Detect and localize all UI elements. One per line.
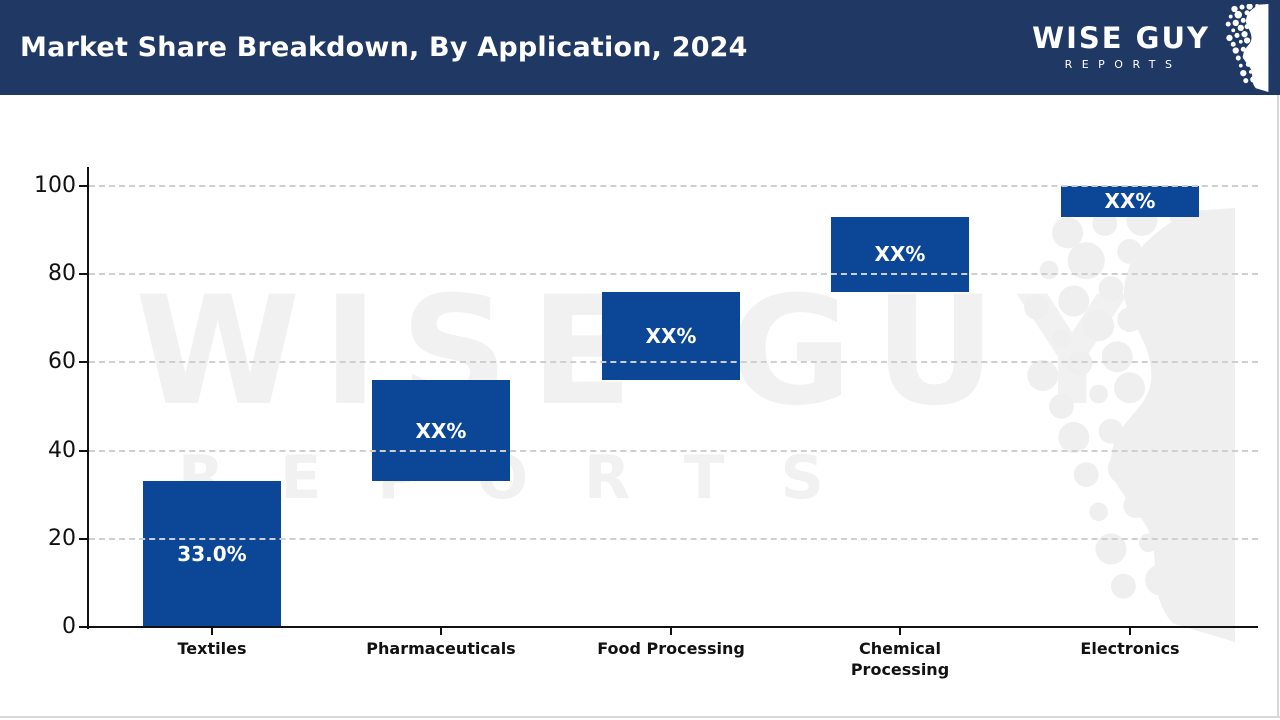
bar-chemical-processing: XX%	[831, 216, 969, 292]
bottom-border-line	[0, 716, 1280, 718]
plot-region: 0 20 40 60 80 100 33.0% Textiles XX% Pharmaceutic…	[0, 95, 1280, 720]
bar-pharmaceuticals: XX%	[372, 380, 510, 482]
y-tick-mark-60	[79, 361, 88, 364]
bar-value-label-electronics: XX%	[1104, 189, 1156, 214]
logo-name: WISE GUY	[1032, 21, 1210, 55]
header-bar: Market Share Breakdown, By Application, …	[0, 0, 1280, 95]
wiseguy-logo: WISE GUY REPORTS	[1032, 0, 1270, 95]
y-tick-label-80: 80	[48, 261, 76, 287]
gridline-20	[89, 537, 1258, 540]
x-tick-mark-textiles	[211, 627, 213, 635]
x-tick-mark-pharmaceuticals	[440, 627, 442, 635]
y-tick-label-40: 40	[48, 437, 76, 463]
y-tick-mark-100	[79, 185, 88, 187]
bar-food-processing: XX%	[602, 291, 740, 381]
logo-face-icon	[1225, 3, 1269, 92]
bar-value-label-chemical-processing: XX%	[874, 242, 926, 267]
y-axis-line	[87, 167, 89, 629]
page-title: Market Share Breakdown, By Application, …	[20, 32, 748, 63]
watermark-tagline: REPORTS	[178, 443, 880, 513]
x-axis-label-textiles: Textiles	[177, 639, 247, 658]
y-tick-mark-40	[79, 449, 88, 452]
y-tick-label-0: 0	[62, 614, 76, 639]
y-tick-label-100: 100	[34, 173, 76, 198]
bar-electronics: XX%	[1061, 186, 1199, 217]
bar-value-label-textiles: 33.0%	[177, 542, 247, 567]
gridline-40	[89, 449, 1258, 452]
y-tick-label-60: 60	[48, 349, 76, 375]
logo-wordmark: WISE GUY REPORTS	[1032, 21, 1210, 72]
y-tick-label-20: 20	[48, 525, 76, 551]
watermark-face-icon	[1024, 204, 1235, 642]
y-tick-mark-20	[79, 537, 88, 540]
x-tick-mark-food-processing	[670, 627, 672, 635]
right-border-line	[1277, 95, 1279, 718]
x-axis-label-food-processing: Food Processing	[597, 639, 745, 658]
y-tick-mark-0	[79, 626, 88, 628]
chart-area: WISE GUY REPORTS 0 20 40 60 80 100 33.0% Textil…	[0, 95, 1280, 720]
gridline-60	[89, 361, 1258, 364]
bar-value-label-food-processing: XX%	[645, 323, 697, 348]
x-axis-label-pharmaceuticals: Pharmaceuticals	[366, 639, 516, 658]
x-axis-label-chemical-processing: Chemical Processing	[850, 639, 950, 679]
x-tick-mark-chemical-processing	[899, 627, 901, 635]
x-axis-label-electronics: Electronics	[1080, 639, 1180, 658]
y-tick-mark-80	[79, 273, 88, 276]
x-axis-line	[87, 626, 1258, 628]
gridline-100	[89, 185, 1258, 187]
logo-tagline: REPORTS	[1064, 58, 1182, 71]
bar-textiles: 33.0%	[143, 481, 281, 627]
bar-value-label-pharmaceuticals: XX%	[415, 418, 467, 443]
x-tick-mark-electronics	[1129, 627, 1131, 635]
gridline-80	[89, 273, 1258, 276]
